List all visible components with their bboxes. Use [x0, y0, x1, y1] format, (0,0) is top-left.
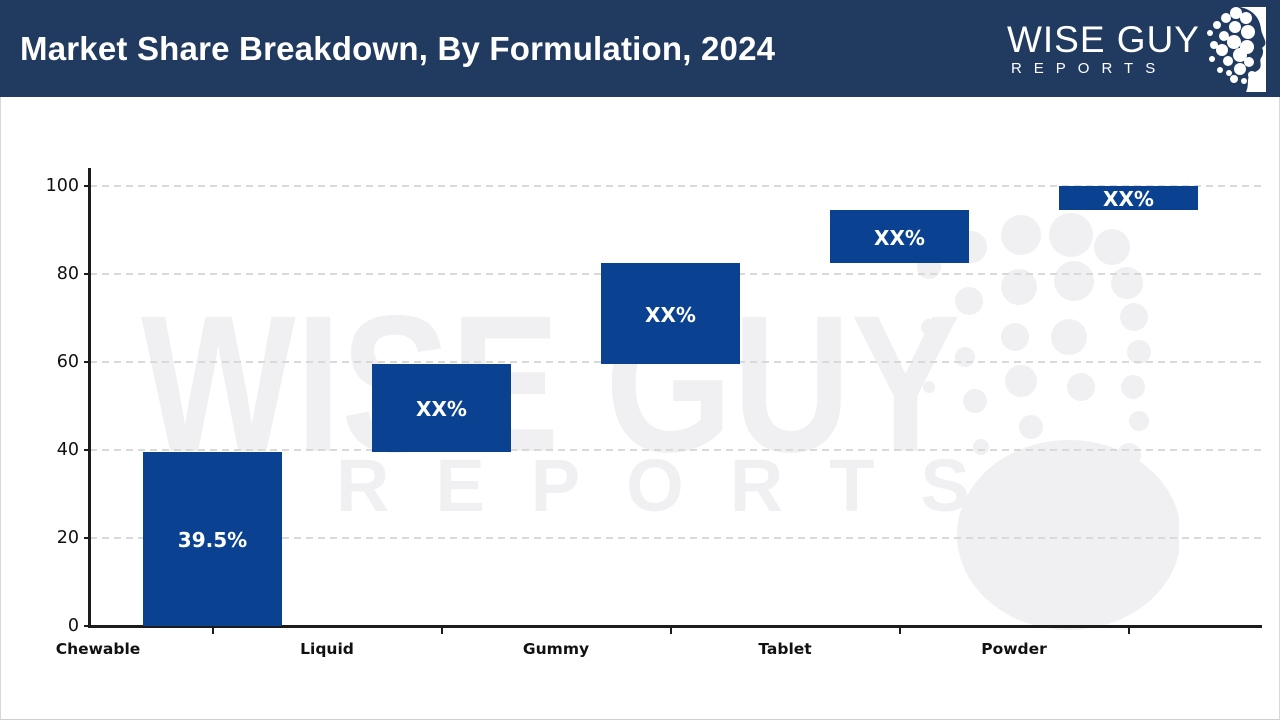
category-label-tablet: Tablet: [758, 640, 812, 658]
brand-logo: WISE GUY REPORTS: [1007, 5, 1268, 93]
logo-head-icon: [1207, 6, 1266, 92]
bar-label-powder: XX%: [1103, 187, 1154, 212]
gridline-100: [90, 185, 1262, 187]
x-tick-chewable: [211, 627, 214, 634]
bar-gummy: [601, 263, 740, 365]
logo-wordmark-line2: REPORTS: [1010, 59, 1168, 77]
y-tick-60: [84, 361, 90, 363]
logo-wordmark: WISE GUY REPORTS: [1007, 21, 1200, 77]
bar-label-gummy: XX%: [645, 302, 696, 327]
bar-label-liquid: XX%: [416, 397, 467, 422]
category-label-chewable: Chewable: [55, 640, 141, 658]
chart-area: WISE GUY REPORTS 0 20 40 60 80 100 39.5% Chewab…: [0, 97, 1280, 720]
gridline-20: [90, 537, 1262, 539]
header-bar: Market Share Breakdown, By Formulation, …: [0, 0, 1280, 97]
category-label-liquid: Liquid: [300, 640, 354, 658]
y-tick-label-20: 20: [56, 528, 79, 548]
y-tick-20: [84, 537, 90, 539]
y-tick-label-80: 80: [56, 264, 79, 284]
y-tick-label-40: 40: [56, 440, 79, 460]
chart-title: Market Share Breakdown, By Formulation, …: [20, 29, 776, 67]
bar-powder: [1059, 186, 1198, 211]
y-tick-label-60: 60: [56, 352, 79, 372]
category-label-gummy: Gummy: [522, 640, 590, 658]
y-tick-40: [84, 449, 90, 451]
plot: 0 20 40 60 80 100 39.5% Chewable XX% Liquid XX% Gum…: [1, 97, 1279, 719]
y-tick-0: [84, 625, 90, 627]
x-tick-powder: [1127, 627, 1130, 634]
x-tick-liquid: [440, 627, 443, 634]
x-axis: [88, 625, 1262, 628]
y-tick-100: [84, 185, 90, 187]
bar-label-tablet: XX%: [874, 225, 925, 250]
bar-liquid: [372, 364, 511, 453]
y-axis: [88, 168, 91, 628]
bar-label-chewable: 39.5%: [177, 528, 248, 553]
x-tick-gummy: [669, 627, 672, 634]
y-tick-80: [84, 273, 90, 275]
category-label-powder: Powder: [981, 640, 1047, 658]
y-tick-label-0: 0: [67, 616, 79, 636]
bar-tablet: [830, 210, 969, 263]
bar-chewable: [143, 452, 282, 626]
y-tick-label-100: 100: [45, 176, 79, 196]
x-tick-tablet: [898, 627, 901, 634]
gridline-40: [90, 449, 1262, 451]
logo-wordmark-line1: WISE GUY: [1006, 18, 1200, 60]
